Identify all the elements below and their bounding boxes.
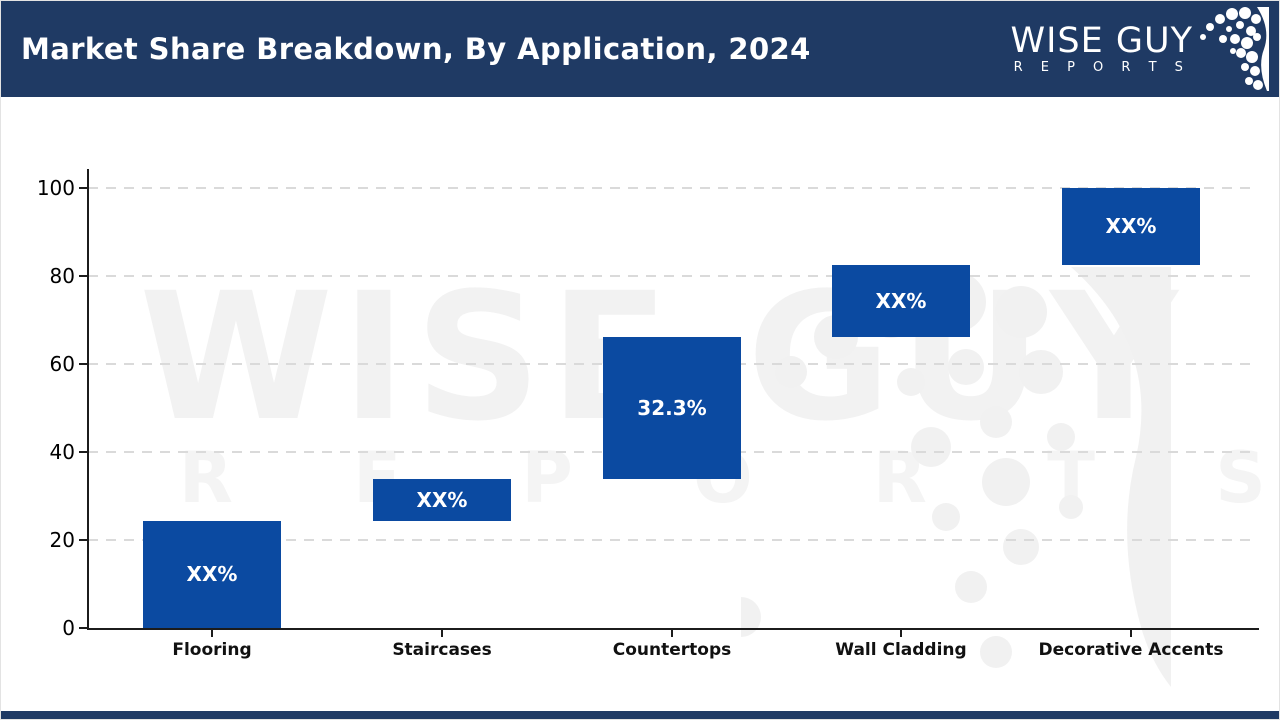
waterfall-bar-decorative-accents: XX% <box>1062 188 1200 265</box>
brand-name: WISE GUY <box>1010 21 1193 61</box>
x-axis-tick <box>441 630 443 637</box>
bar-value-label: 32.3% <box>637 395 707 420</box>
x-axis-tick <box>1130 630 1132 637</box>
y-axis-tick <box>79 363 88 365</box>
waterfall-bar-wall-cladding: XX% <box>832 264 970 337</box>
x-axis-category-label: Countertops <box>612 640 732 660</box>
y-axis-tick <box>79 451 88 453</box>
x-axis-category-label: Wall Cladding <box>835 640 967 660</box>
y-axis-tick <box>79 275 88 277</box>
x-axis-tick <box>671 630 673 637</box>
x-axis-category-label: Flooring <box>172 640 252 660</box>
y-gridline <box>88 539 1258 541</box>
y-axis-tick-label: 80 <box>49 264 75 288</box>
bar-value-label: XX% <box>416 487 468 512</box>
y-axis-tick <box>79 539 88 541</box>
chart-area: WISE GUY R E P O R T S 020406080100XX%Fl… <box>1 97 1279 713</box>
waterfall-bar-staircases: XX% <box>373 478 511 521</box>
waterfall-bar-flooring: XX% <box>143 520 281 628</box>
x-axis-category-label: Decorative Accents <box>1038 640 1224 660</box>
dotted-face-icon <box>1200 7 1269 91</box>
bar-value-label: XX% <box>186 562 238 587</box>
y-axis-line <box>87 169 89 630</box>
x-axis-category-label: Staircases <box>392 640 492 660</box>
x-axis-line <box>87 628 1259 630</box>
y-axis-tick-label: 100 <box>36 176 75 200</box>
page-title: Market Share Breakdown, By Application, … <box>21 32 811 66</box>
brand-logo-text: WISE GUY R E P O R T S <box>1010 22 1193 76</box>
x-axis-tick <box>900 630 902 637</box>
y-gridline <box>88 187 1258 189</box>
brand-subtitle: R E P O R T S <box>1013 60 1190 75</box>
footer-bar <box>1 711 1279 719</box>
y-axis-tick <box>79 187 88 189</box>
y-axis-tick-label: 20 <box>49 528 75 552</box>
y-axis-tick-label: 60 <box>49 352 75 376</box>
bar-value-label: XX% <box>1105 214 1157 239</box>
y-axis-tick-label: 40 <box>49 440 75 464</box>
y-axis-tick-label: 0 <box>62 616 75 640</box>
brand-logo: WISE GUY R E P O R T S <box>1010 7 1269 91</box>
chart-header: Market Share Breakdown, By Application, … <box>1 1 1279 97</box>
waterfall-bar-countertops: 32.3% <box>603 336 741 479</box>
bar-value-label: XX% <box>875 288 927 313</box>
y-axis-tick <box>79 627 88 629</box>
y-gridline <box>88 275 1258 277</box>
x-axis-tick <box>211 630 213 637</box>
